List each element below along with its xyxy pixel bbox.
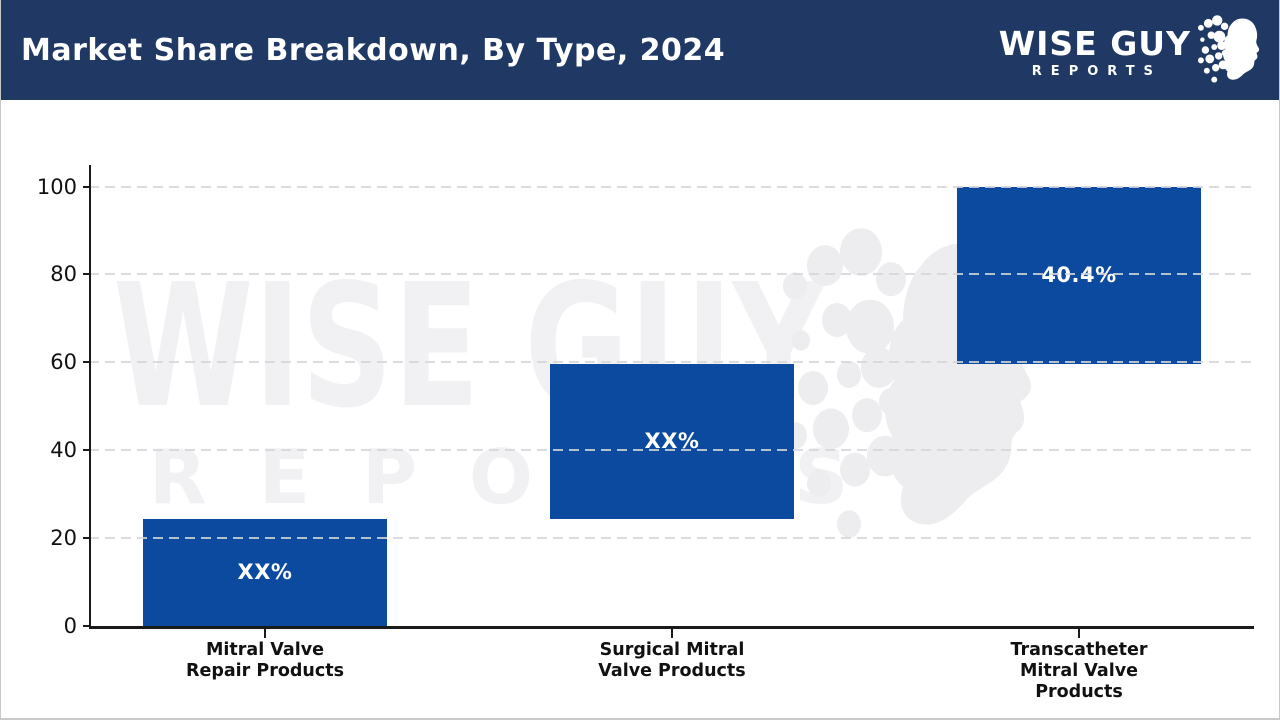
y-tick-label-20: 20 bbox=[50, 526, 77, 551]
y-tick-label-100: 100 bbox=[36, 174, 77, 199]
x-category-label-line: Surgical Mitral bbox=[599, 640, 745, 660]
x-category-label-3: Transcatheter Mitral Valve Products bbox=[934, 640, 1224, 703]
bar-1: XX% bbox=[143, 518, 387, 626]
x-axis-line bbox=[89, 626, 1254, 629]
x-category-label-line: Mitral Valve bbox=[1020, 661, 1138, 681]
x-category-label-1: Mitral Valve Repair Products bbox=[120, 640, 410, 682]
logo-subtitle: REPORTS bbox=[1031, 64, 1162, 79]
logo-wordmark: WISE GUY bbox=[998, 24, 1191, 63]
header-bar: Market Share Breakdown, By Type, 2024 WI… bbox=[1, 0, 1279, 100]
x-tick-2 bbox=[671, 629, 673, 638]
bar-value-label-1: XX% bbox=[237, 560, 293, 585]
y-tick-0 bbox=[83, 625, 91, 627]
gridline-80 bbox=[89, 273, 1254, 276]
y-tick-100 bbox=[83, 185, 91, 188]
y-tick-label-40: 40 bbox=[50, 438, 77, 463]
x-category-label-line: Products bbox=[1035, 682, 1123, 702]
x-category-label-2: Surgical Mitral Valve Products bbox=[527, 640, 817, 682]
y-tick-label-60: 60 bbox=[50, 350, 77, 375]
x-tick-3 bbox=[1078, 629, 1080, 638]
x-tick-1 bbox=[264, 629, 266, 638]
logo-text: WISE GUY REPORTS bbox=[998, 24, 1191, 80]
y-tick-label-80: 80 bbox=[50, 262, 77, 287]
logo-head-icon bbox=[1197, 15, 1260, 83]
y-tick-60 bbox=[83, 361, 91, 364]
y-tick-40 bbox=[83, 449, 91, 452]
y-tick-80 bbox=[83, 273, 91, 276]
gridline-100 bbox=[89, 185, 1254, 188]
gridline-40 bbox=[89, 449, 1254, 452]
chart-title: Market Share Breakdown, By Type, 2024 bbox=[21, 32, 726, 68]
wiseguy-logo: WISE GUY REPORTS bbox=[999, 6, 1269, 94]
x-category-label-line: Valve Products bbox=[598, 661, 746, 681]
x-category-label-line: Mitral Valve bbox=[206, 640, 324, 660]
bar-2: XX% bbox=[550, 364, 794, 519]
gridline-60 bbox=[89, 361, 1254, 364]
y-axis-line bbox=[89, 165, 91, 628]
x-category-label-line: Repair Products bbox=[185, 661, 345, 681]
y-tick-20 bbox=[83, 537, 91, 540]
gridline-20 bbox=[89, 537, 1254, 540]
x-category-label-line: Transcatheter bbox=[1010, 640, 1148, 660]
y-tick-label-0: 0 bbox=[63, 614, 77, 638]
